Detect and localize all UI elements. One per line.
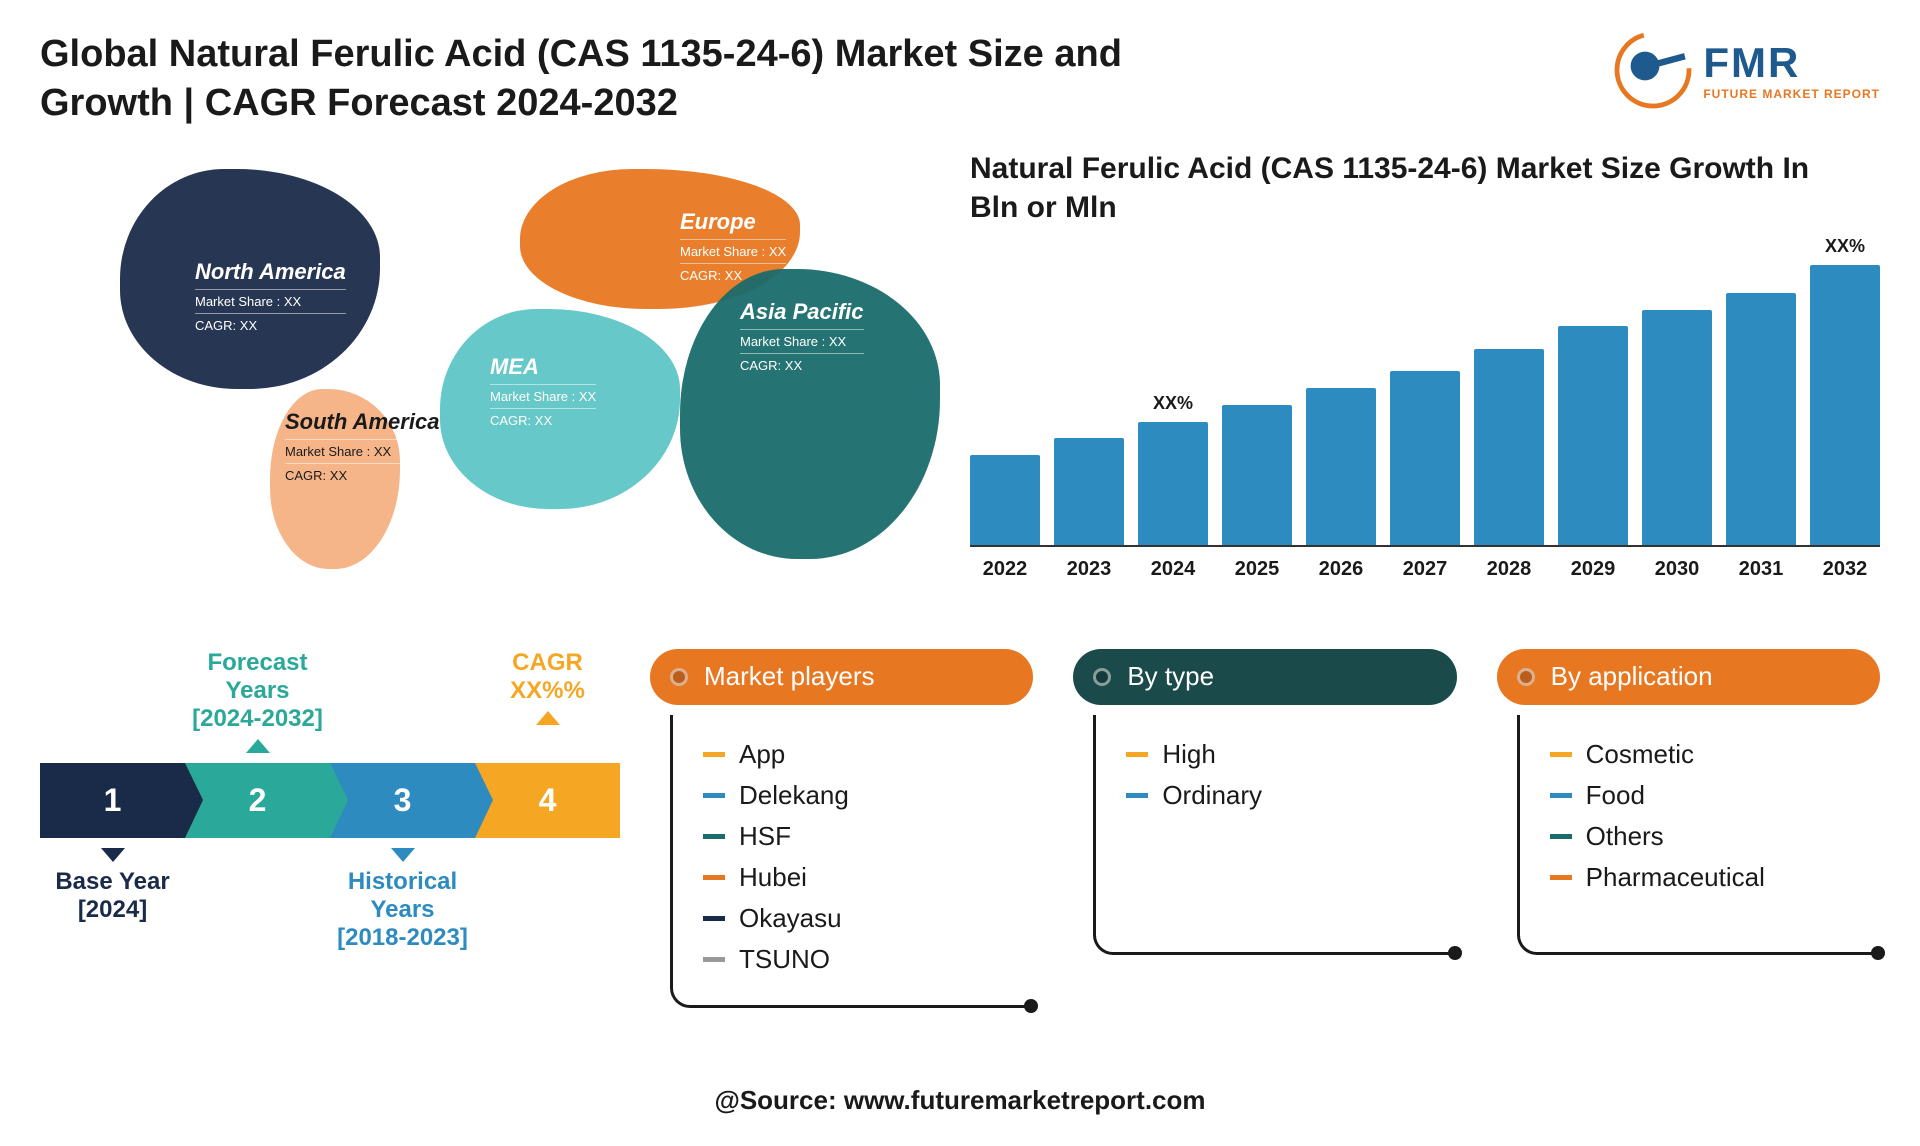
bar-annotation: XX% — [1153, 393, 1193, 414]
bar — [1558, 326, 1628, 544]
bar-category-label: 2026 — [1319, 558, 1364, 581]
category-item: Food — [1550, 780, 1870, 811]
bar-column: 2030 — [1642, 310, 1712, 545]
bar-category-label: 2022 — [983, 558, 1028, 581]
timeline-bottom-label: Base Year[2024] — [40, 844, 185, 952]
timeline-segment: 3 — [330, 763, 475, 838]
region-label: Asia PacificMarket Share : XXCAGR: XX — [740, 299, 864, 373]
dash-icon — [1550, 793, 1572, 798]
bar-category-label: 2024 — [1151, 558, 1196, 581]
category-header: Market players — [650, 649, 1033, 705]
dash-icon — [1550, 752, 1572, 757]
chart-title: Natural Ferulic Acid (CAS 1135-24-6) Mar… — [970, 149, 1880, 227]
dash-icon — [703, 957, 725, 962]
timeline-top-label: Forecast Years[2024-2032] — [185, 649, 330, 757]
bar-column: 2031 — [1726, 293, 1796, 545]
category-item: TSUNO — [703, 944, 1023, 975]
bullet-icon — [670, 668, 688, 686]
bar-column: 2026 — [1306, 388, 1376, 545]
timeline-segment: 1 — [40, 763, 185, 838]
category-item: App — [703, 739, 1023, 770]
bar-category-label: 2031 — [1739, 558, 1784, 581]
category-box: Market players App Delekang HSF Hubei Okayasu… — [650, 649, 1033, 1008]
category-item: Delekang — [703, 780, 1023, 811]
category-item: Hubei — [703, 862, 1023, 893]
source-attribution: @Source: www.futuremarketreport.com — [714, 1085, 1205, 1116]
category-body: High Ordinary — [1093, 715, 1456, 955]
bar-category-label: 2023 — [1067, 558, 1112, 581]
dash-icon — [703, 834, 725, 839]
logo-subtitle: FUTURE MARKET REPORT — [1703, 87, 1880, 101]
category-header: By type — [1073, 649, 1456, 705]
bullet-icon — [1517, 668, 1535, 686]
bar-category-label: 2030 — [1655, 558, 1700, 581]
region-label: North AmericaMarket Share : XXCAGR: XX — [195, 259, 346, 333]
dash-icon — [1126, 793, 1148, 798]
timeline-top-label: CAGRXX%% — [475, 649, 620, 757]
dash-icon — [703, 793, 725, 798]
bar-column: 2025 — [1222, 405, 1292, 545]
bar-category-label: 2032 — [1823, 558, 1868, 581]
bar — [1810, 265, 1880, 545]
category-item: HSF — [703, 821, 1023, 852]
timeline: Forecast Years[2024-2032] CAGRXX%% 1234 B… — [40, 649, 620, 1008]
bar — [1138, 422, 1208, 545]
bar-column: 2024XX% — [1138, 422, 1208, 545]
category-header: By application — [1497, 649, 1880, 705]
region-label: MEAMarket Share : XXCAGR: XX — [490, 354, 596, 428]
dash-icon — [703, 916, 725, 921]
page-title: Global Natural Ferulic Acid (CAS 1135-24… — [40, 30, 1140, 129]
category-item: Okayasu — [703, 903, 1023, 934]
timeline-segment: 2 — [185, 763, 330, 838]
bar-category-label: 2027 — [1403, 558, 1448, 581]
bar — [1306, 388, 1376, 545]
bar — [1390, 371, 1460, 545]
bar — [970, 455, 1040, 545]
logo-text: FMR — [1703, 39, 1880, 87]
timeline-segment: 4 — [475, 763, 620, 838]
bar-column: 2029 — [1558, 326, 1628, 544]
category-body: Cosmetic Food Others Pharmaceutical — [1517, 715, 1880, 955]
bullet-icon — [1093, 668, 1111, 686]
bar-chart: 202220232024XX%2025202620272028202920302… — [970, 247, 1880, 547]
category-box: By application Cosmetic Food Others Pharmace… — [1497, 649, 1880, 1008]
category-item: Ordinary — [1126, 780, 1446, 811]
world-map: North AmericaMarket Share : XXCAGR: XX So… — [40, 149, 940, 569]
bar-column: 2032XX% — [1810, 265, 1880, 545]
logo-icon — [1613, 30, 1693, 110]
bar-annotation: XX% — [1825, 236, 1865, 257]
category-item: High — [1126, 739, 1446, 770]
bar-column: 2022 — [970, 455, 1040, 545]
bar-category-label: 2029 — [1571, 558, 1616, 581]
bar-column: 2027 — [1390, 371, 1460, 545]
bar-category-label: 2025 — [1235, 558, 1280, 581]
category-box: By type High Ordinary — [1073, 649, 1456, 1008]
logo: FMR FUTURE MARKET REPORT — [1613, 30, 1880, 110]
dash-icon — [703, 875, 725, 880]
bar-category-label: 2028 — [1487, 558, 1532, 581]
bar — [1054, 438, 1124, 544]
bar-column: 2023 — [1054, 438, 1124, 544]
dash-icon — [1550, 875, 1572, 880]
category-item: Pharmaceutical — [1550, 862, 1870, 893]
category-item: Others — [1550, 821, 1870, 852]
region-label: South AmericaMarket Share : XXCAGR: XX — [285, 409, 439, 483]
dash-icon — [1126, 752, 1148, 757]
timeline-bottom-label: Historical Years[2018-2023] — [330, 844, 475, 952]
bar — [1726, 293, 1796, 545]
dash-icon — [703, 752, 725, 757]
bar-column: 2028 — [1474, 349, 1544, 545]
bar — [1642, 310, 1712, 545]
bar — [1474, 349, 1544, 545]
category-body: App Delekang HSF Hubei Okayasu TSUNO — [670, 715, 1033, 1008]
category-item: Cosmetic — [1550, 739, 1870, 770]
bar — [1222, 405, 1292, 545]
dash-icon — [1550, 834, 1572, 839]
